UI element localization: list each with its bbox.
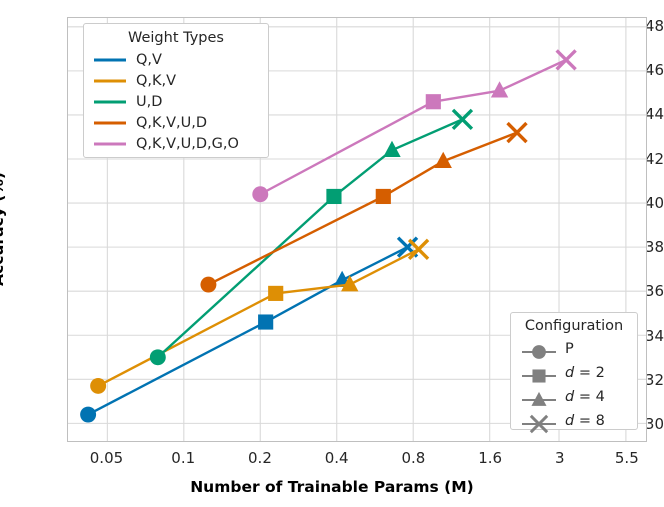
legend-item-label: d = 4 xyxy=(565,389,605,405)
x-tick-label: 0.2 xyxy=(248,449,272,467)
legend-marker-circle-icon xyxy=(520,342,558,359)
legend-line-swatch-icon xyxy=(93,95,127,109)
configuration-legend-title: Configuration xyxy=(524,318,624,334)
legend-item-label: U,D xyxy=(136,93,163,110)
data-point xyxy=(149,349,166,366)
y-tick-label: 36 xyxy=(644,282,664,301)
y-tick-label: 48 xyxy=(644,16,664,35)
legend-line-swatch-icon xyxy=(93,74,127,88)
weight-types-legend-title: Weight Types xyxy=(128,30,224,46)
data-point xyxy=(326,188,342,205)
series-qkvudgo xyxy=(252,49,577,203)
legend-item-configuration[interactable]: P xyxy=(520,337,628,361)
y-tick-label: 42 xyxy=(644,149,664,168)
legend-line-swatch-icon xyxy=(93,53,127,67)
legend-item-weight-type[interactable]: Q,K,V,U,D,G,O xyxy=(93,133,259,154)
legend-item-configuration[interactable]: d = 2 xyxy=(520,361,628,385)
legend-item-label: d = 2 xyxy=(565,365,605,381)
data-point xyxy=(451,108,474,130)
data-point xyxy=(200,276,217,293)
legend-item-label: P xyxy=(565,341,574,357)
weight-types-legend: Weight Types Q,V Q,K,V U,D Q,K,V,U,D Q,K,V,U… xyxy=(83,23,269,158)
legend-item-label: Q,K,V xyxy=(136,72,177,89)
legend-item-weight-type[interactable]: Q,V xyxy=(93,49,259,70)
y-tick-label: 30 xyxy=(644,415,664,434)
series-qkv xyxy=(90,238,430,394)
x-tick-label: 0.8 xyxy=(401,449,426,467)
legend-marker-triangle-icon xyxy=(520,390,558,406)
data-point xyxy=(425,94,441,110)
x-tick-label: 1.6 xyxy=(478,449,503,467)
legend-line-swatch-icon xyxy=(93,137,127,151)
series-qkvud xyxy=(200,121,528,293)
data-point xyxy=(375,188,391,205)
legend-item-label: Q,K,V,U,D xyxy=(136,114,208,131)
data-point xyxy=(341,275,359,292)
data-point xyxy=(268,285,284,301)
data-point xyxy=(434,151,452,169)
x-tick-label: 5.5 xyxy=(614,449,639,467)
data-point xyxy=(555,49,577,71)
data-point xyxy=(383,140,401,157)
legend-item-weight-type[interactable]: U,D xyxy=(93,91,259,112)
x-tick-label: 3 xyxy=(554,449,565,467)
data-point xyxy=(258,314,274,330)
data-point xyxy=(252,186,269,203)
legend-marker-square-icon xyxy=(520,366,558,383)
x-tick-label: 0.05 xyxy=(89,449,124,467)
legend-item-configuration[interactable]: d = 4 xyxy=(520,385,628,409)
data-point xyxy=(90,377,107,394)
legend-item-weight-type[interactable]: Q,K,V xyxy=(93,70,259,91)
data-point xyxy=(407,238,430,260)
legend-item-label: d = 8 xyxy=(565,413,605,429)
x-tick-label: 0.1 xyxy=(171,449,196,467)
y-tick-label: 44 xyxy=(644,105,664,124)
data-series-layer xyxy=(80,49,577,423)
data-point xyxy=(80,406,97,423)
series-ud xyxy=(149,108,474,366)
weight-types-legend-items: Q,V Q,K,V U,D Q,K,V,U,D Q,K,V,U,D,G,O xyxy=(93,49,259,154)
data-point xyxy=(490,81,509,98)
legend-marker-x-icon xyxy=(520,414,558,434)
y-tick-label: 40 xyxy=(644,193,664,212)
legend-item-weight-type[interactable]: Q,K,V,U,D xyxy=(93,112,259,133)
y-tick-label: 32 xyxy=(644,371,664,390)
x-tick-label: 0.4 xyxy=(324,449,349,467)
legend-line-swatch-icon xyxy=(93,116,127,130)
y-tick-label: 46 xyxy=(644,61,664,80)
legend-item-label: Q,K,V,U,D,G,O xyxy=(136,135,239,152)
y-tick-label: 34 xyxy=(644,326,664,345)
y-tick-label: 38 xyxy=(644,238,664,257)
legend-item-configuration[interactable]: d = 8 xyxy=(520,409,628,434)
legend-item-label: Q,V xyxy=(136,51,162,68)
y-axis-label: Accuracy (%) xyxy=(0,172,7,286)
data-point xyxy=(506,121,528,144)
x-axis-label: Number of Trainable Params (M) xyxy=(190,478,474,496)
